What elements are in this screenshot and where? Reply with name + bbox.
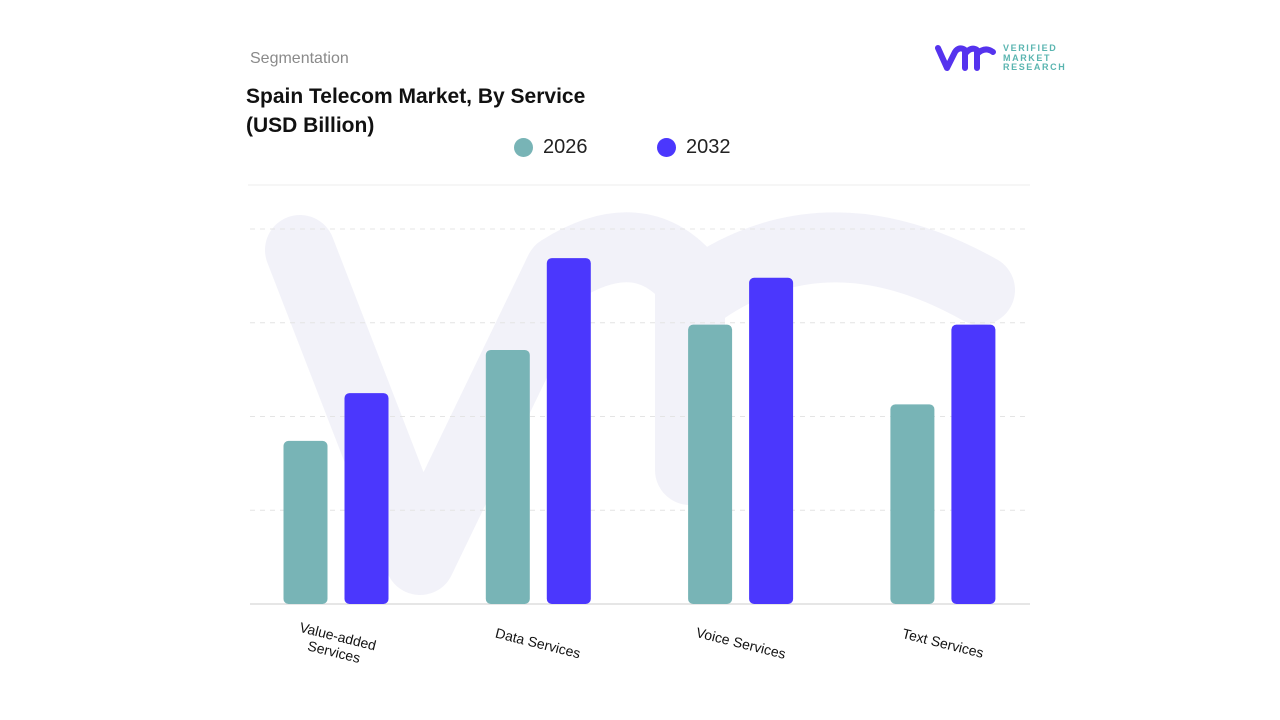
logo-line-2: MARKET [1003, 52, 1052, 63]
bar-2032-data-services [546, 258, 591, 604]
bar-2032-voice-services [749, 277, 794, 604]
legend-item-2032: 2032 [657, 136, 731, 159]
logo-line-1: VERIFIED [1003, 43, 1058, 53]
legend-swatch-2026 [514, 138, 533, 157]
watermark [265, 212, 1015, 595]
segmentation-label: Segmentation [250, 50, 349, 67]
bar-2026-text-services [890, 404, 935, 604]
bar-2032-text-services [951, 324, 996, 604]
logo-line-3: RESEARCH [1003, 62, 1067, 72]
legend-swatch-2032 [657, 138, 676, 157]
title-line-2: (USD Billion) [246, 114, 375, 137]
vmr-logo-icon [935, 45, 996, 72]
bar-2026-data-services [485, 349, 530, 604]
title-line-1: Spain Telecom Market, By Service [246, 85, 586, 108]
legend-label-2032: 2032 [686, 136, 731, 158]
bar-2026-voice-services [688, 324, 733, 604]
legend-label-2026: 2026 [543, 136, 588, 158]
chart-title: Spain Telecom Market, By Service (USD Bi… [246, 82, 585, 140]
legend-item-2026: 2026 [514, 136, 588, 159]
bar-2032-value-added-services [344, 393, 389, 604]
vmr-logo: VERIFIED MARKET RESEARCH [935, 43, 1067, 73]
bar-2026-value-added-services [283, 440, 328, 604]
